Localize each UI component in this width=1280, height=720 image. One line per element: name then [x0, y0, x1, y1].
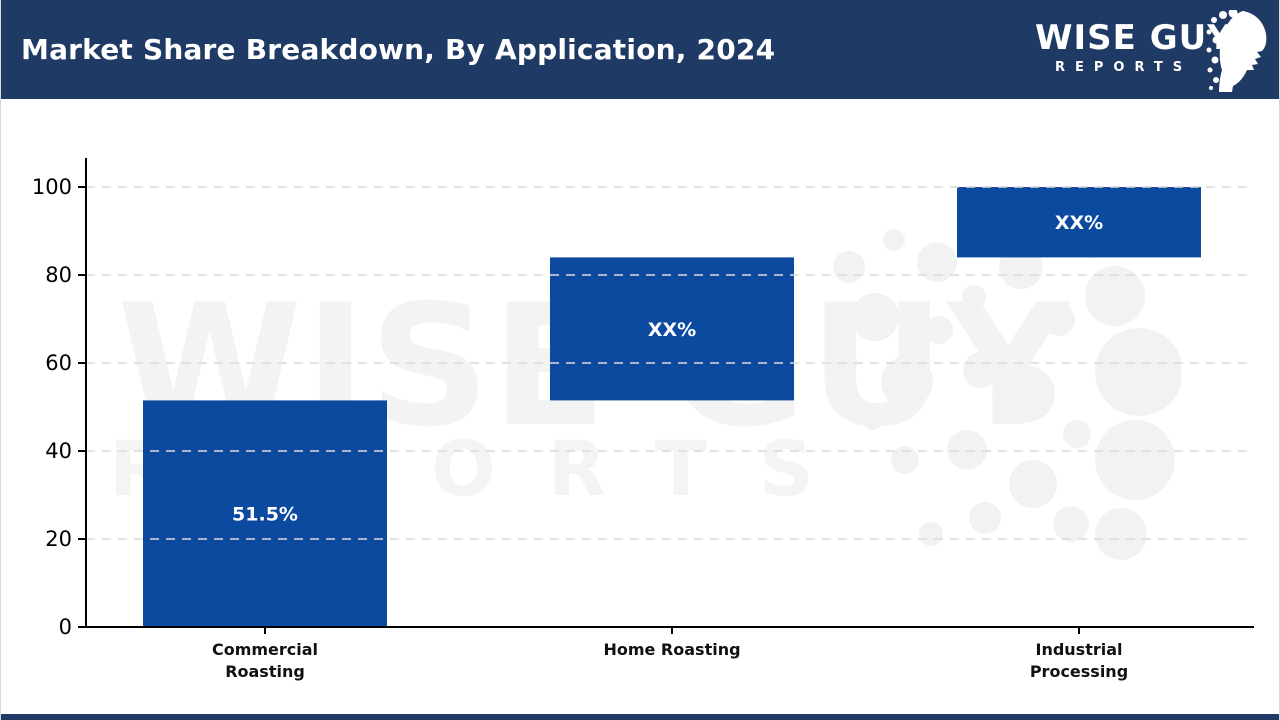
y-tick-label: 80 — [45, 263, 72, 287]
y-tick-label: 20 — [45, 527, 72, 551]
y-tick-label: 100 — [32, 175, 72, 199]
brand-logo-wordmark: WISE GUY — [1035, 18, 1233, 58]
y-tick-label: 0 — [59, 615, 72, 639]
footer-bar — [1, 714, 1279, 720]
header-bar: Market Share Breakdown, By Application, … — [1, 0, 1279, 99]
bar-segment-1 — [550, 257, 794, 401]
bar-segment-2 — [957, 187, 1201, 258]
brand-head-icon — [1206, 10, 1267, 92]
page-title: Market Share Breakdown, By Application, … — [21, 33, 776, 66]
y-tick-label: 40 — [45, 439, 72, 463]
bar-value-label: 51.5% — [232, 504, 298, 526]
bar-value-label: XX% — [648, 319, 696, 341]
bar-segment-0 — [143, 400, 387, 627]
x-category-label: Industrial Processing — [1030, 640, 1128, 681]
bar-value-label: XX% — [1055, 212, 1103, 234]
x-category-label: Commercial Roasting — [212, 640, 318, 681]
y-tick-label: 60 — [45, 351, 72, 375]
x-category-label: Home Roasting — [603, 640, 740, 659]
brand-logo-subtext: REPORTS — [1055, 60, 1193, 75]
brand-logo: WISE GUY REPORTS — [1009, 8, 1269, 94]
